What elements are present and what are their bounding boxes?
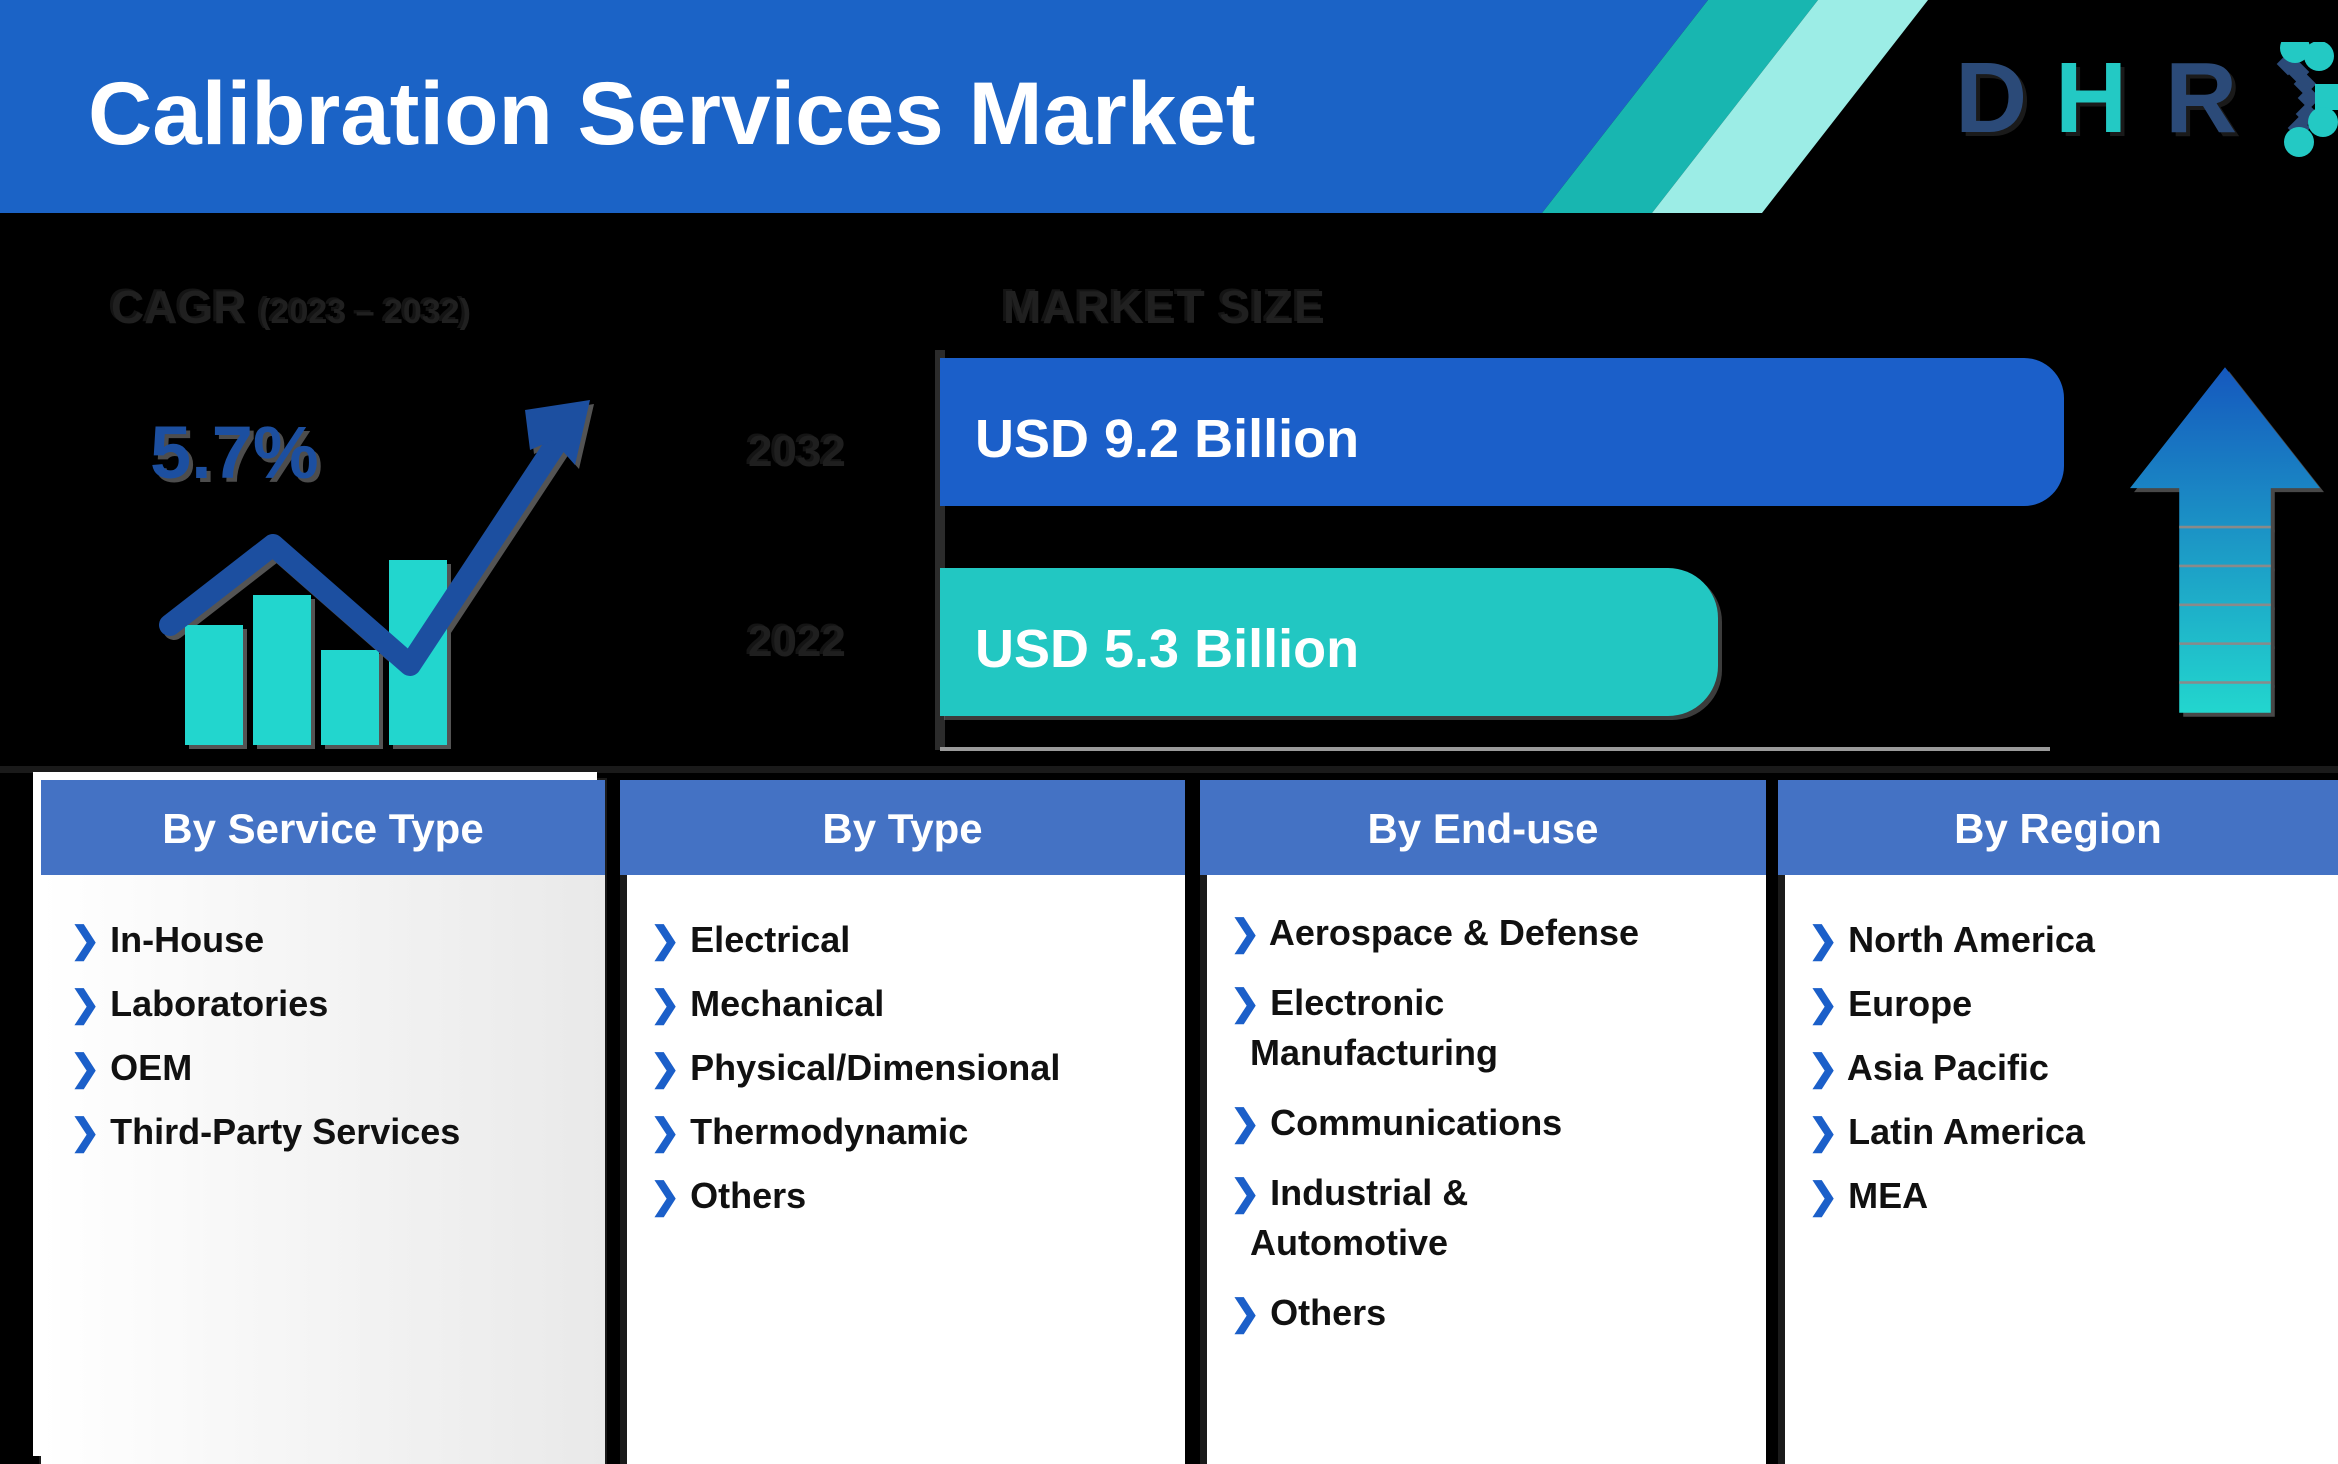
svg-text:R: R	[2165, 42, 2237, 154]
svg-text:D: D	[1955, 42, 2027, 154]
svg-text:H: H	[2055, 42, 2127, 154]
